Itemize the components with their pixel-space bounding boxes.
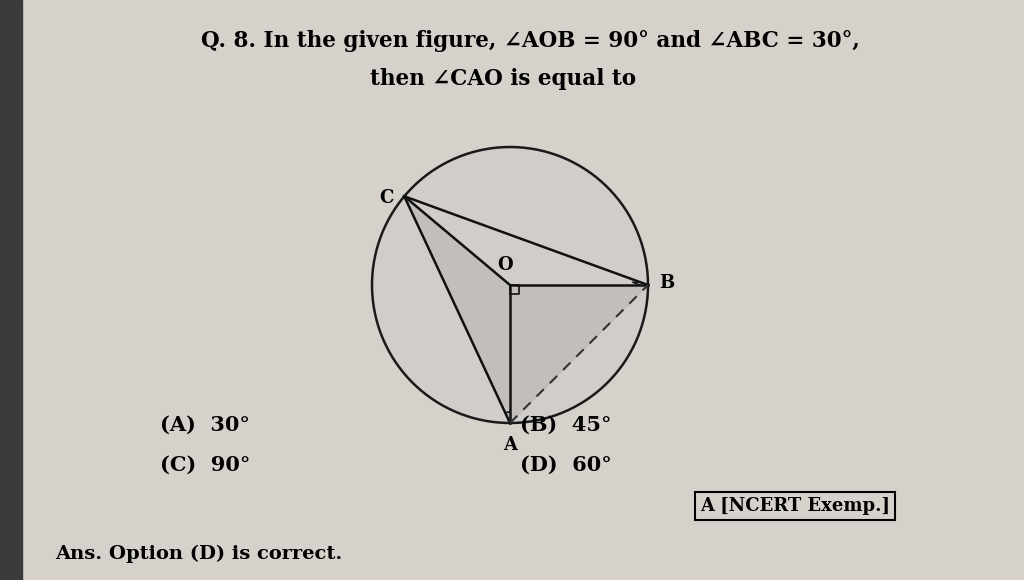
Text: Q. 8. In the given figure, ∠AOB = 90° and ∠ABC = 30°,: Q. 8. In the given figure, ∠AOB = 90° an… (201, 30, 859, 52)
Text: B: B (659, 274, 674, 292)
Polygon shape (404, 196, 648, 423)
Text: (A)  30°: (A) 30° (160, 415, 250, 435)
Text: (B)  45°: (B) 45° (520, 415, 611, 435)
Text: then ∠CAO is equal to: then ∠CAO is equal to (370, 68, 636, 90)
Text: (C)  90°: (C) 90° (160, 455, 251, 475)
Text: A: A (503, 436, 517, 454)
Text: Ans. Option (D) is correct.: Ans. Option (D) is correct. (55, 545, 342, 563)
Text: C: C (379, 189, 393, 207)
Polygon shape (372, 147, 648, 423)
Text: A [NCERT Exemp.]: A [NCERT Exemp.] (700, 497, 890, 515)
Text: O: O (498, 256, 513, 274)
Text: (D)  60°: (D) 60° (520, 455, 611, 475)
Bar (0, 0, 22, 580)
